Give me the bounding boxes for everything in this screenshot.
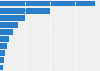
Bar bbox=[0, 15, 25, 21]
Bar bbox=[0, 57, 4, 63]
Bar bbox=[0, 50, 5, 56]
Bar bbox=[0, 65, 3, 70]
Bar bbox=[0, 1, 95, 6]
Bar bbox=[0, 29, 13, 35]
Bar bbox=[0, 8, 50, 14]
Bar bbox=[0, 22, 18, 28]
Bar bbox=[0, 36, 9, 42]
Bar bbox=[0, 43, 7, 49]
